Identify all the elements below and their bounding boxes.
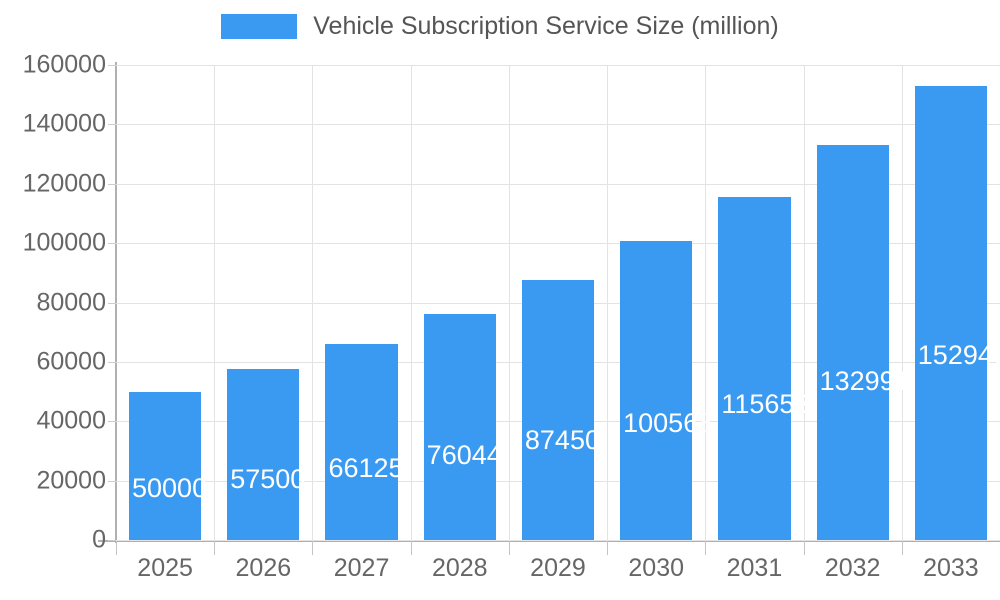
- legend-item-vehicle-subscription-service-size[interactable]: Vehicle Subscription Service Size (milli…: [221, 11, 779, 40]
- bar-value-label: 57500: [230, 463, 306, 494]
- gridline-vertical: [901, 65, 903, 540]
- gridline-vertical: [803, 65, 805, 540]
- y-axis-tick-label: 140000: [22, 109, 106, 138]
- x-axis-tick-label: 2026: [235, 554, 292, 582]
- x-axis-tick-label: 2030: [628, 554, 685, 582]
- bar[interactable]: [129, 391, 202, 540]
- x-axis-tick-label: 2029: [530, 554, 586, 582]
- bar[interactable]: [914, 85, 987, 540]
- gridline-horizontal: [116, 540, 1000, 541]
- gridline-vertical: [508, 65, 510, 540]
- y-axis-tick-mark: [108, 124, 116, 126]
- gridline-vertical: [607, 65, 609, 540]
- y-axis-tick-mark: [108, 183, 116, 185]
- bar[interactable]: [816, 145, 889, 540]
- x-axis-tick-label: 2028: [431, 554, 488, 582]
- x-axis-tick-mark: [705, 541, 707, 555]
- y-axis-tick-mark: [108, 540, 116, 541]
- x-axis-tick-label: 2032: [824, 554, 881, 582]
- gridline-vertical: [312, 65, 314, 540]
- bar-value-label: 76044: [426, 439, 502, 470]
- x-axis-tick-mark: [607, 541, 609, 555]
- y-axis-tick-label: 80000: [36, 288, 106, 316]
- x-axis-tick-mark: [116, 541, 117, 555]
- bar-value-label: 87450: [524, 425, 600, 456]
- x-axis-tick-mark: [214, 541, 216, 555]
- x-axis-tick-mark: [803, 541, 805, 555]
- bar-value-label: 152940: [917, 340, 1000, 371]
- x-axis-tick-mark: [410, 541, 412, 555]
- gridline-horizontal: [116, 183, 1000, 185]
- x-axis-tick-mark: [312, 541, 314, 555]
- bar-value-label: 50000: [132, 473, 208, 504]
- x-axis-line: [98, 540, 1000, 542]
- bar[interactable]: [620, 241, 693, 540]
- y-axis-tick-label: 20000: [36, 466, 106, 495]
- y-axis-tick-label: 60000: [36, 347, 106, 376]
- bar[interactable]: [325, 343, 398, 540]
- gridline-horizontal: [116, 65, 1000, 66]
- y-axis-tick-mark: [108, 361, 116, 363]
- chart-legend: Vehicle Subscription Service Size (milli…: [0, 0, 1000, 52]
- y-axis-tick-label: 160000: [22, 50, 106, 79]
- gridline-horizontal: [116, 243, 1000, 245]
- y-axis-tick-label: 0: [92, 525, 106, 554]
- gridline-vertical: [705, 65, 707, 540]
- bar[interactable]: [227, 369, 300, 540]
- bar[interactable]: [718, 196, 791, 540]
- x-axis-tick-label: 2033: [923, 554, 979, 582]
- y-axis-tick-label: 120000: [22, 169, 106, 198]
- x-axis-tick-label: 2031: [726, 554, 783, 582]
- y-axis-tick-mark: [108, 65, 116, 66]
- bar-value-label: 66125: [328, 452, 404, 483]
- gridline-vertical: [214, 65, 216, 540]
- bar-value-label: 132991: [819, 366, 910, 397]
- bar-value-label: 115653: [721, 388, 810, 419]
- legend-color-swatch: [221, 13, 298, 39]
- x-axis-tick-label: 2027: [333, 554, 390, 582]
- x-axis-tick-label: 2025: [137, 554, 193, 582]
- y-axis-tick-mark: [108, 302, 116, 304]
- y-axis-tick-label: 40000: [36, 406, 106, 435]
- bar-value-label: 100568: [623, 408, 714, 439]
- bar[interactable]: [521, 280, 595, 540]
- y-axis-tick-mark: [108, 243, 116, 245]
- gridline-horizontal: [116, 124, 1000, 126]
- y-axis-tick-label: 100000: [22, 228, 106, 257]
- x-axis-tick-mark: [508, 541, 510, 555]
- y-axis-tick-mark: [108, 421, 116, 423]
- y-axis-tick-mark: [108, 480, 116, 482]
- legend-label: Vehicle Subscription Service Size (milli…: [313, 11, 779, 40]
- x-axis-tick-mark: [901, 541, 903, 555]
- bar[interactable]: [423, 314, 496, 540]
- gridline-vertical: [410, 65, 412, 540]
